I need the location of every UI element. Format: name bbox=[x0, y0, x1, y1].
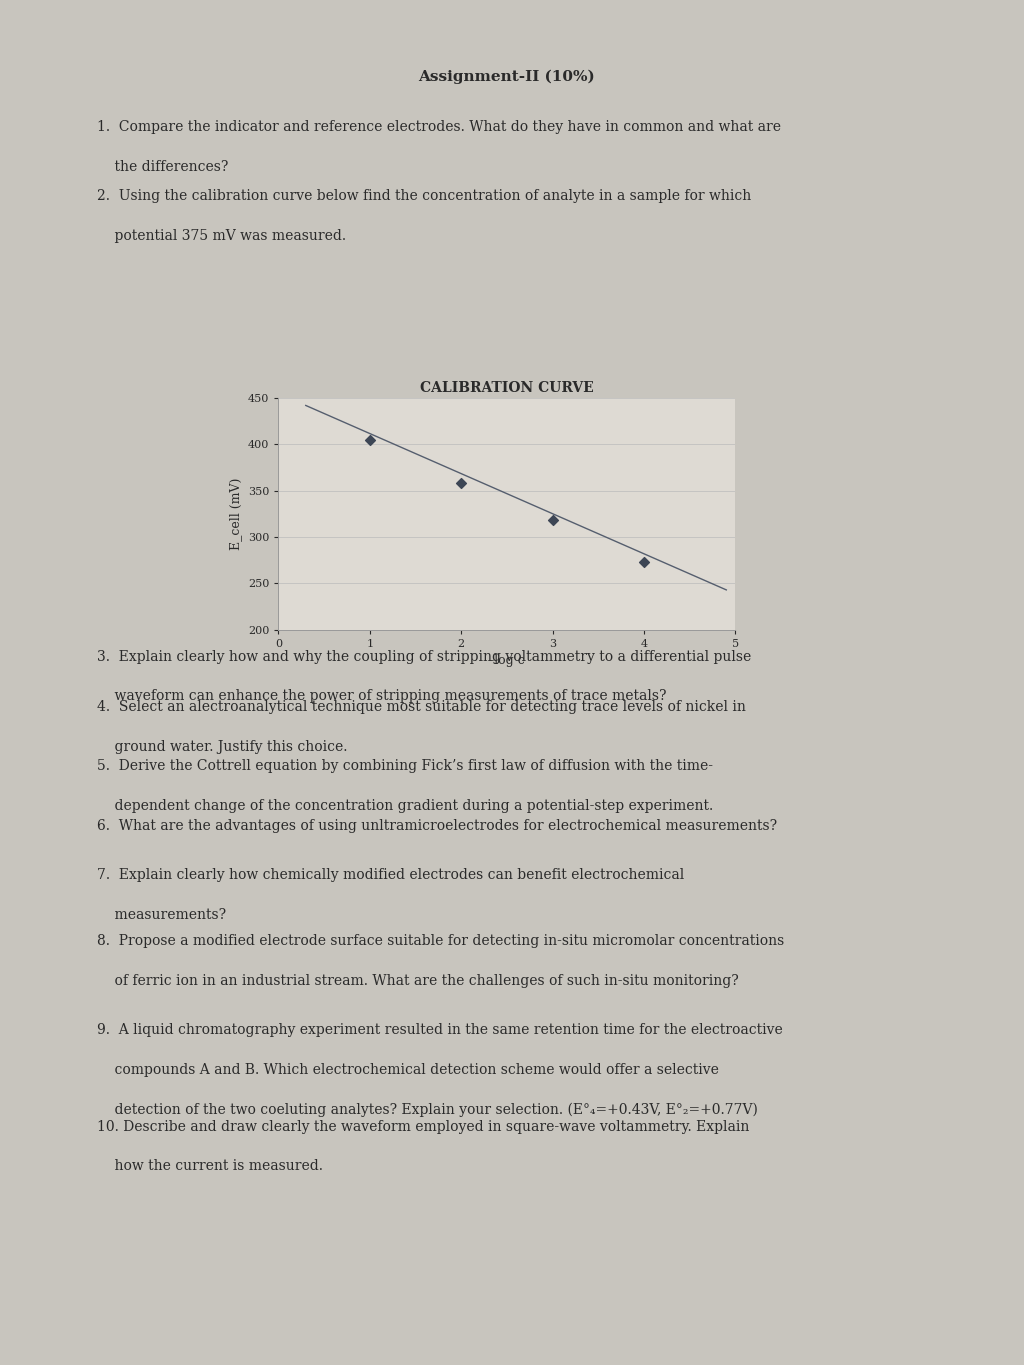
Text: compounds A and B. Which electrochemical detection scheme would offer a selectiv: compounds A and B. Which electrochemical… bbox=[97, 1063, 719, 1077]
Text: how the current is measured.: how the current is measured. bbox=[97, 1159, 324, 1174]
Text: 5.  Derive the Cottrell equation by combining Fick’s first law of diffusion with: 5. Derive the Cottrell equation by combi… bbox=[97, 759, 714, 774]
Y-axis label: E_cell (mV): E_cell (mV) bbox=[229, 478, 243, 550]
Text: 8.  Propose a modified electrode surface suitable for detecting in-situ micromol: 8. Propose a modified electrode surface … bbox=[97, 934, 784, 949]
Text: 2.  Using the calibration curve below find the concentration of analyte in a sam: 2. Using the calibration curve below fin… bbox=[97, 188, 752, 203]
Text: the differences?: the differences? bbox=[97, 160, 228, 173]
Point bbox=[361, 429, 378, 450]
Point bbox=[545, 509, 561, 531]
Text: Assignment-II (10%): Assignment-II (10%) bbox=[419, 70, 595, 85]
X-axis label: -log c: -log c bbox=[489, 654, 524, 667]
Text: 4.  Select an alectroanalytical technique most suitable for detecting trace leve: 4. Select an alectroanalytical technique… bbox=[97, 700, 746, 714]
Text: ground water. Justify this choice.: ground water. Justify this choice. bbox=[97, 740, 348, 753]
Text: 10. Describe and draw clearly the waveform employed in square-wave voltammetry. : 10. Describe and draw clearly the wavefo… bbox=[97, 1119, 750, 1134]
Point bbox=[636, 551, 652, 573]
Text: detection of the two coeluting analytes? Explain your selection. (E°₄=+0.43V, E°: detection of the two coeluting analytes?… bbox=[97, 1103, 758, 1117]
Text: potential 375 mV was measured.: potential 375 mV was measured. bbox=[97, 228, 346, 243]
Text: 7.  Explain clearly how chemically modified electrodes can benefit electrochemic: 7. Explain clearly how chemically modifi… bbox=[97, 868, 685, 882]
Text: waveform can enhance the power of stripping measurements of trace metals?: waveform can enhance the power of stripp… bbox=[97, 689, 667, 703]
Text: measurements?: measurements? bbox=[97, 908, 226, 921]
Text: 6.  What are the advantages of using unltramicroelectrodes for electrochemical m: 6. What are the advantages of using unlt… bbox=[97, 819, 777, 833]
Point bbox=[453, 472, 469, 494]
Text: 9.  A liquid chromatography experiment resulted in the same retention time for t: 9. A liquid chromatography experiment re… bbox=[97, 1022, 783, 1037]
Text: 3.  Explain clearly how and why the coupling of stripping voltammetry to a diffe: 3. Explain clearly how and why the coupl… bbox=[97, 650, 752, 663]
Text: dependent change of the concentration gradient during a potential-step experimen: dependent change of the concentration gr… bbox=[97, 800, 714, 814]
Title: CALIBRATION CURVE: CALIBRATION CURVE bbox=[420, 381, 594, 396]
Text: 1.  Compare the indicator and reference electrodes. What do they have in common : 1. Compare the indicator and reference e… bbox=[97, 120, 781, 134]
Text: of ferric ion in an industrial stream. What are the challenges of such in-situ m: of ferric ion in an industrial stream. W… bbox=[97, 975, 739, 988]
